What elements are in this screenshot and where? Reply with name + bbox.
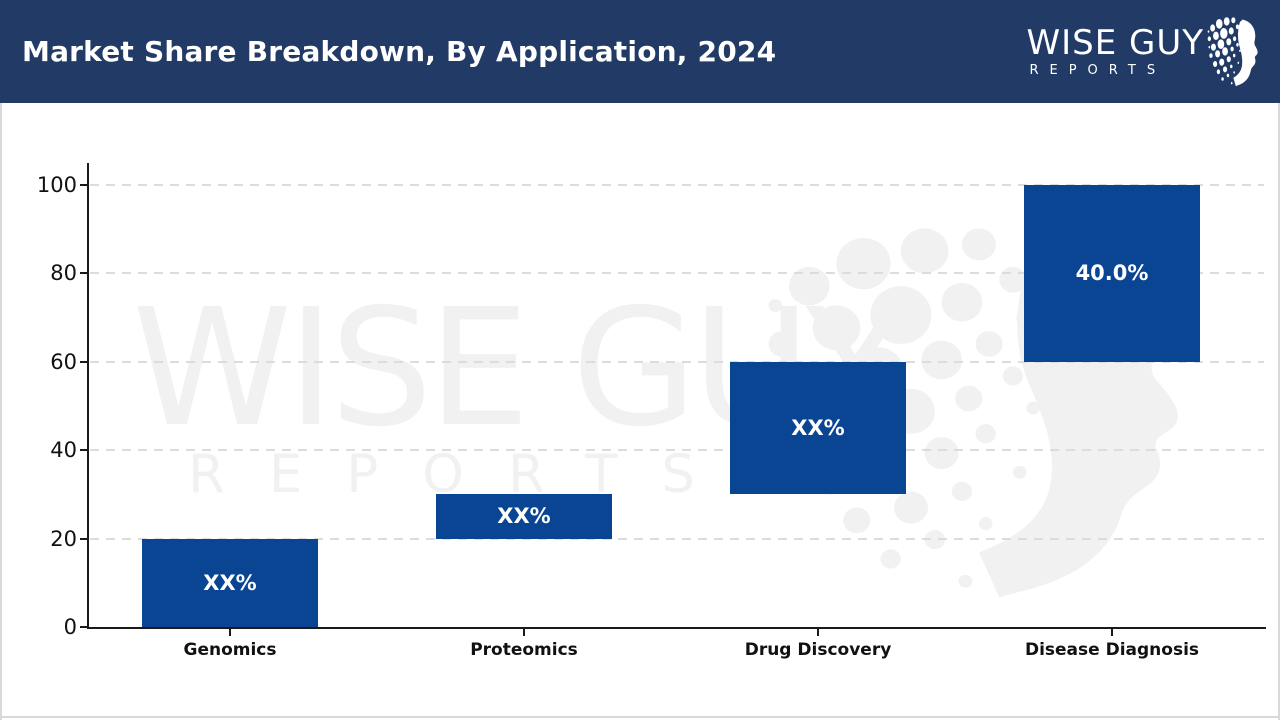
- page-bottom-edge: [0, 716, 1280, 718]
- x-category-label-drug-discovery: Drug Discovery: [744, 640, 892, 660]
- y-tick-mark: [80, 626, 87, 628]
- y-gridline: [90, 360, 1264, 363]
- bar-value-label: XX%: [203, 570, 257, 595]
- header: Market Share Breakdown, By Application, …: [0, 0, 1280, 103]
- wise-guy-logo: WISE GUY REPORTS: [1026, 16, 1264, 88]
- watermark-subtext: REPORTS: [188, 444, 739, 505]
- y-tick-label: 80: [50, 261, 77, 286]
- x-tick-mark: [229, 629, 231, 636]
- bar-value-label: XX%: [791, 416, 845, 441]
- x-category-label-genomics: Genomics: [183, 640, 277, 660]
- y-tick-label: 100: [36, 173, 77, 197]
- page-left-edge: [0, 103, 2, 720]
- logo-wordmark: WISE GUY: [1026, 23, 1204, 63]
- page-right-edge: [1278, 103, 1280, 720]
- x-tick-mark: [523, 629, 525, 636]
- y-gridline: [90, 184, 1264, 186]
- y-tick-mark: [80, 537, 87, 540]
- y-tick-mark: [80, 449, 87, 452]
- x-tick-mark: [1111, 629, 1113, 636]
- y-tick-label: 60: [50, 349, 77, 374]
- x-tick-mark: [817, 629, 819, 636]
- y-tick-label: 40: [50, 438, 77, 463]
- bar-value-label: 40.0%: [1075, 261, 1149, 286]
- y-tick-mark: [80, 272, 87, 275]
- y-tick-label: 0: [63, 615, 77, 639]
- x-category-label-disease-diagnosis: Disease Diagnosis: [1024, 640, 1200, 660]
- y-gridline: [90, 272, 1264, 275]
- bar-value-label: XX%: [497, 504, 551, 529]
- bar-genomics: XX%: [142, 538, 318, 627]
- y-tick-mark: [80, 184, 87, 186]
- bar-disease-diagnosis: 40.0%: [1024, 185, 1200, 362]
- y-axis-line: [87, 163, 89, 629]
- bar-drug-discovery: XX%: [730, 361, 906, 495]
- y-gridline: [90, 537, 1264, 540]
- y-gridline: [90, 449, 1264, 452]
- y-tick-mark: [80, 360, 87, 363]
- x-axis-line: [87, 627, 1266, 629]
- y-tick-label: 20: [50, 526, 77, 551]
- x-category-label-proteomics: Proteomics: [470, 640, 578, 660]
- bar-proteomics: XX%: [436, 494, 612, 539]
- logo-subtext: REPORTS: [1029, 63, 1167, 78]
- page-title: Market Share Breakdown, By Application, …: [22, 35, 777, 68]
- logo-head-icon: [1207, 16, 1258, 86]
- logo-text: WISE GUY REPORTS: [1026, 26, 1204, 77]
